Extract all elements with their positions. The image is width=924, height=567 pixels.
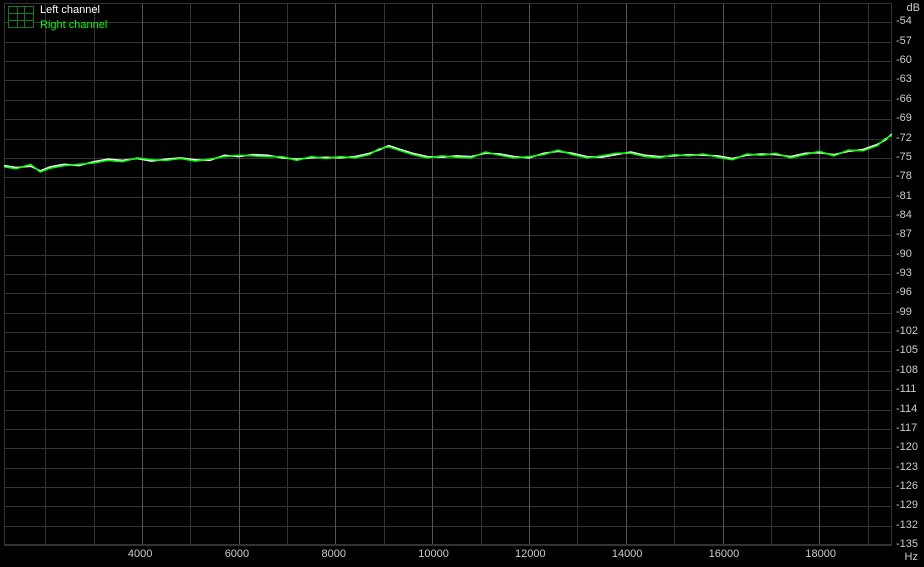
y-tick-label: -57 — [896, 35, 912, 47]
y-tick-label: -111 — [896, 383, 916, 395]
y-tick-label: -81 — [896, 190, 912, 202]
y-tick-label: -132 — [896, 519, 918, 531]
series-svg — [4, 3, 892, 545]
y-tick-label: -72 — [896, 132, 912, 144]
y-tick-label: -123 — [896, 461, 918, 473]
x-tick-label: 18000 — [805, 548, 836, 560]
legend: Left channel Right channel — [8, 4, 107, 32]
y-tick-label: -126 — [896, 480, 918, 492]
y-tick-label: -135 — [896, 538, 918, 550]
y-tick-label: -60 — [896, 54, 912, 66]
x-tick-label: 10000 — [418, 548, 449, 560]
y-tick-label: -87 — [896, 228, 912, 240]
y-tick-label: -105 — [896, 344, 918, 356]
y-tick-label: -102 — [896, 325, 918, 337]
y-tick-label: -54 — [896, 15, 912, 27]
y-tick-label: -93 — [896, 267, 912, 279]
plot-area — [4, 3, 892, 545]
y-tick-label: -99 — [896, 306, 912, 318]
y-tick-label: -108 — [896, 364, 918, 376]
y-tick-label: -69 — [896, 112, 912, 124]
x-tick-label: 6000 — [225, 548, 249, 560]
series-left — [4, 134, 892, 171]
x-tick-label: 16000 — [709, 548, 740, 560]
y-tick-label: -114 — [896, 403, 917, 415]
legend-item-left: Left channel — [40, 4, 107, 17]
x-tick-label: 14000 — [612, 548, 643, 560]
x-tick-label: 4000 — [128, 548, 152, 560]
legend-items: Left channel Right channel — [40, 4, 107, 32]
x-axis-unit: Hz — [905, 551, 918, 563]
x-tick-label: 8000 — [321, 548, 345, 560]
y-tick-label: -96 — [896, 286, 912, 298]
y-tick-label: -90 — [896, 248, 912, 260]
y-tick-label: -120 — [896, 441, 918, 453]
x-tick-label: 12000 — [515, 548, 546, 560]
y-tick-label: -129 — [896, 499, 918, 511]
y-tick-label: -78 — [896, 170, 912, 182]
gridline-h — [4, 545, 892, 546]
y-tick-label: -117 — [896, 422, 917, 434]
legend-grid-icon — [8, 6, 34, 28]
y-tick-label: -84 — [896, 209, 912, 221]
spectrum-chart: Left channel Right channel dB Hz -54 -57 -… — [0, 0, 924, 567]
y-axis-unit: dB — [907, 2, 920, 14]
y-tick-label: -63 — [896, 73, 912, 85]
legend-item-right: Right channel — [40, 19, 107, 32]
y-tick-label: -75 — [896, 151, 912, 163]
y-tick-label: -66 — [896, 93, 912, 105]
